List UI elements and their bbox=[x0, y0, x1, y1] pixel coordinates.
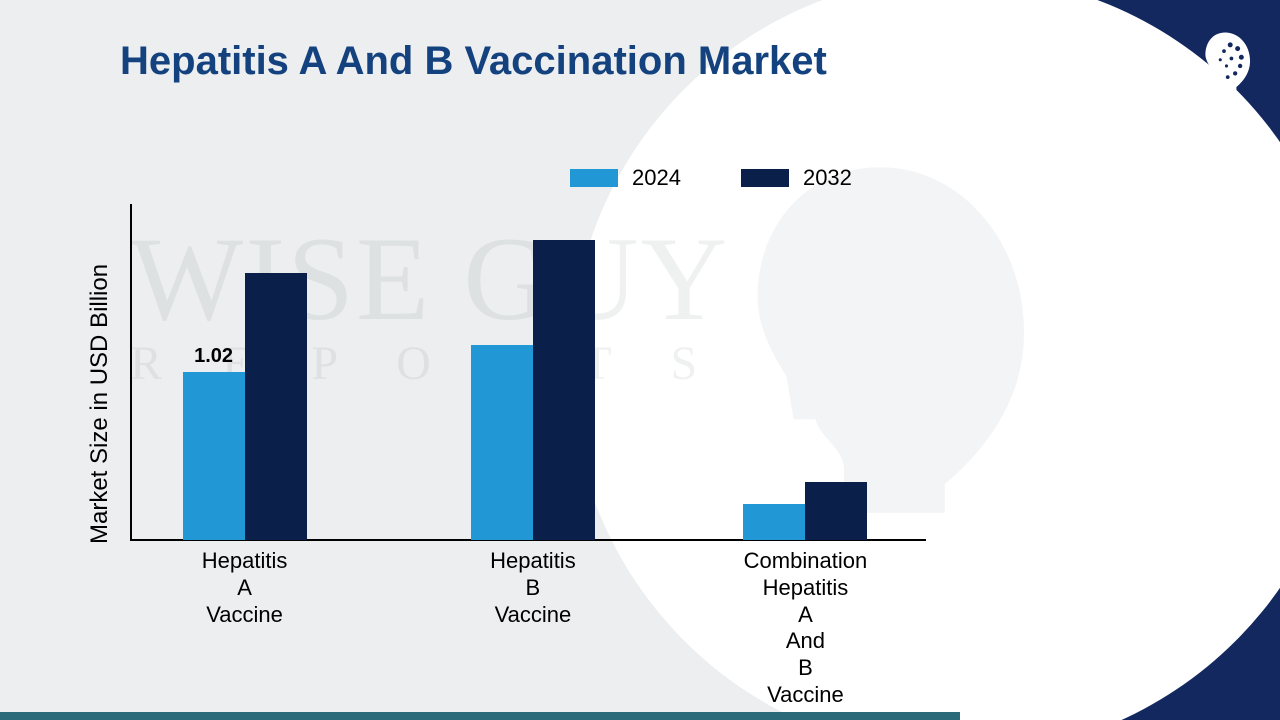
bar bbox=[533, 240, 595, 540]
chart-title: Hepatitis A And B Vaccination Market bbox=[120, 38, 840, 84]
bar bbox=[471, 345, 533, 540]
plot-area: HepatitisAVaccineHepatitisBVaccineCombin… bbox=[130, 210, 920, 540]
bar bbox=[245, 273, 307, 540]
x-category-label: HepatitisBVaccine bbox=[453, 548, 613, 628]
legend-label-2024: 2024 bbox=[632, 165, 681, 191]
bottom-strip bbox=[0, 712, 960, 720]
bar bbox=[743, 504, 805, 540]
legend-item-2024: 2024 bbox=[570, 165, 681, 191]
logo-head-icon bbox=[1193, 30, 1255, 92]
bar bbox=[183, 372, 245, 540]
logo-text-line1: WISE GUY bbox=[985, 38, 1187, 85]
brand-logo: WISE GUY REPORTS bbox=[985, 30, 1255, 109]
chart-canvas: WISE GUYR E P O R T S Hepatitis A And B … bbox=[0, 0, 1280, 720]
y-axis-line bbox=[130, 204, 132, 540]
legend-swatch-2024 bbox=[570, 169, 618, 187]
legend-item-2032: 2032 bbox=[741, 165, 852, 191]
y-axis-label: Market Size in USD Billion bbox=[86, 264, 114, 544]
x-category-label: CombinationHepatitisAAndBVaccine bbox=[725, 548, 885, 709]
bar-value-label: 1.02 bbox=[194, 345, 233, 368]
legend-label-2032: 2032 bbox=[803, 165, 852, 191]
x-category-label: HepatitisAVaccine bbox=[165, 548, 325, 628]
legend: 2024 2032 bbox=[570, 165, 852, 191]
bar bbox=[805, 482, 867, 540]
legend-swatch-2032 bbox=[741, 169, 789, 187]
